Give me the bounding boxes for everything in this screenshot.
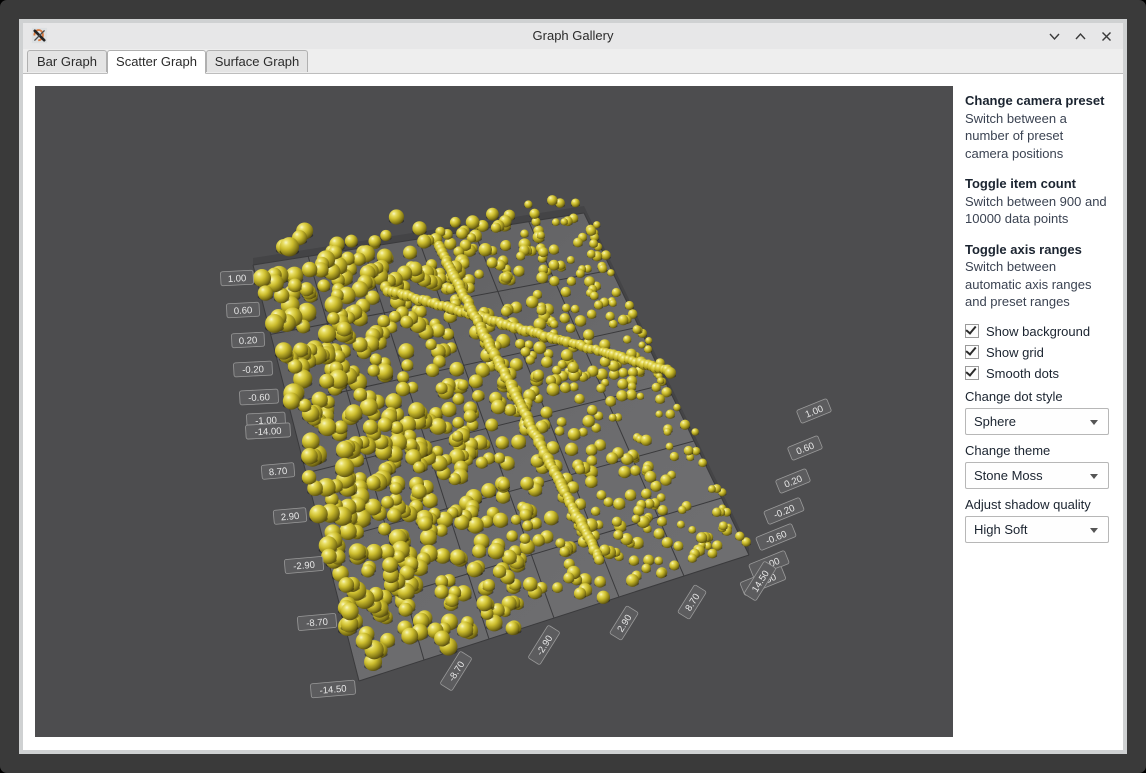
svg-text:2.90: 2.90 (280, 511, 299, 524)
svg-text:1.00: 1.00 (228, 273, 247, 285)
svg-text:-0.20: -0.20 (242, 364, 264, 376)
svg-text:-8.70: -8.70 (306, 617, 329, 630)
svg-text:-14.50: -14.50 (319, 683, 347, 696)
svg-text:8.70: 8.70 (268, 466, 287, 479)
svg-text:0.60: 0.60 (234, 305, 253, 317)
svg-text:0.20: 0.20 (239, 335, 258, 347)
svg-text:-14.00: -14.00 (254, 426, 281, 438)
svg-text:-2.90: -2.90 (293, 560, 316, 573)
svg-text:-0.60: -0.60 (248, 392, 270, 404)
